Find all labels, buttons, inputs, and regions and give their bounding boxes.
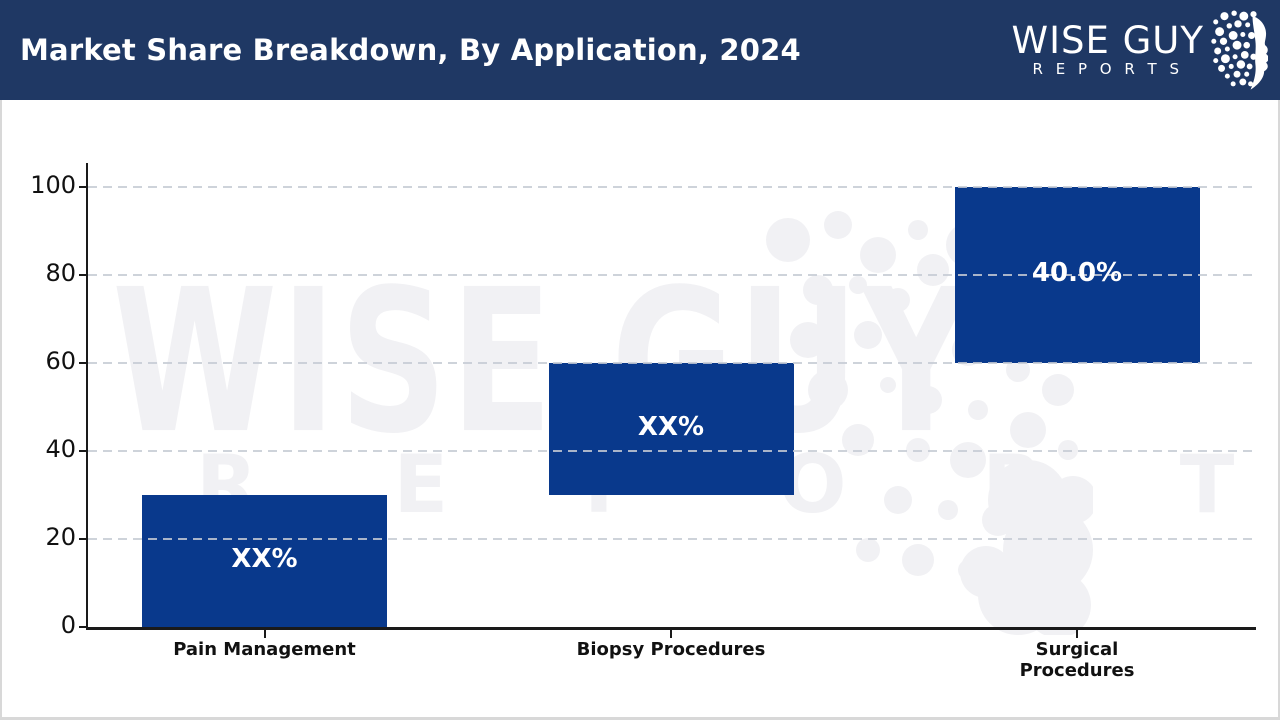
bar-biopsy-procedures: [548, 363, 794, 495]
gridline: [88, 450, 1256, 452]
y-tick-mark: [79, 538, 88, 540]
page-title: Market Share Breakdown, By Application, …: [20, 33, 801, 67]
gridline: [88, 538, 1256, 540]
x-tick-mark: [1076, 630, 1078, 638]
gridline: [88, 274, 1256, 276]
header: Market Share Breakdown, By Application, …: [0, 0, 1280, 100]
bar-value-label: XX%: [231, 544, 298, 574]
brand-subtitle: R E P O R T S: [1032, 60, 1183, 79]
x-tick-mark: [670, 630, 672, 638]
gridline: [88, 362, 1256, 364]
y-tick-label: 60: [45, 347, 76, 375]
bar-pain-management: [142, 495, 387, 627]
brand-face-icon: [1211, 10, 1268, 90]
x-category-label: Biopsy Procedures: [576, 639, 766, 660]
y-tick-mark: [79, 450, 88, 452]
y-tick-mark: [79, 362, 88, 364]
bar-value-label: XX%: [637, 412, 705, 442]
brand-name: WISE GUY: [1011, 18, 1204, 62]
y-tick-label: 40: [45, 435, 76, 463]
y-tick-label: 100: [30, 171, 76, 199]
y-tick-mark: [79, 626, 88, 628]
x-category-label: Surgical Procedures: [1019, 639, 1135, 682]
gridline: [88, 186, 1256, 188]
x-axis-line: [86, 627, 1256, 630]
y-tick-label: 0: [60, 611, 76, 639]
y-tick-label: 80: [45, 259, 76, 287]
y-axis-line: [86, 163, 88, 630]
brand-wordmark: WISE GUY R E P O R T S: [1011, 18, 1204, 79]
y-tick-mark: [79, 274, 88, 276]
x-tick-mark: [263, 630, 266, 638]
y-tick-label: 20: [45, 523, 76, 551]
bar-value-label: 40.0%: [1031, 258, 1123, 288]
y-tick-mark: [79, 186, 88, 188]
brand-logo: WISE GUY R E P O R T S: [1012, 6, 1268, 94]
x-category-label: Pain Management: [173, 639, 356, 660]
